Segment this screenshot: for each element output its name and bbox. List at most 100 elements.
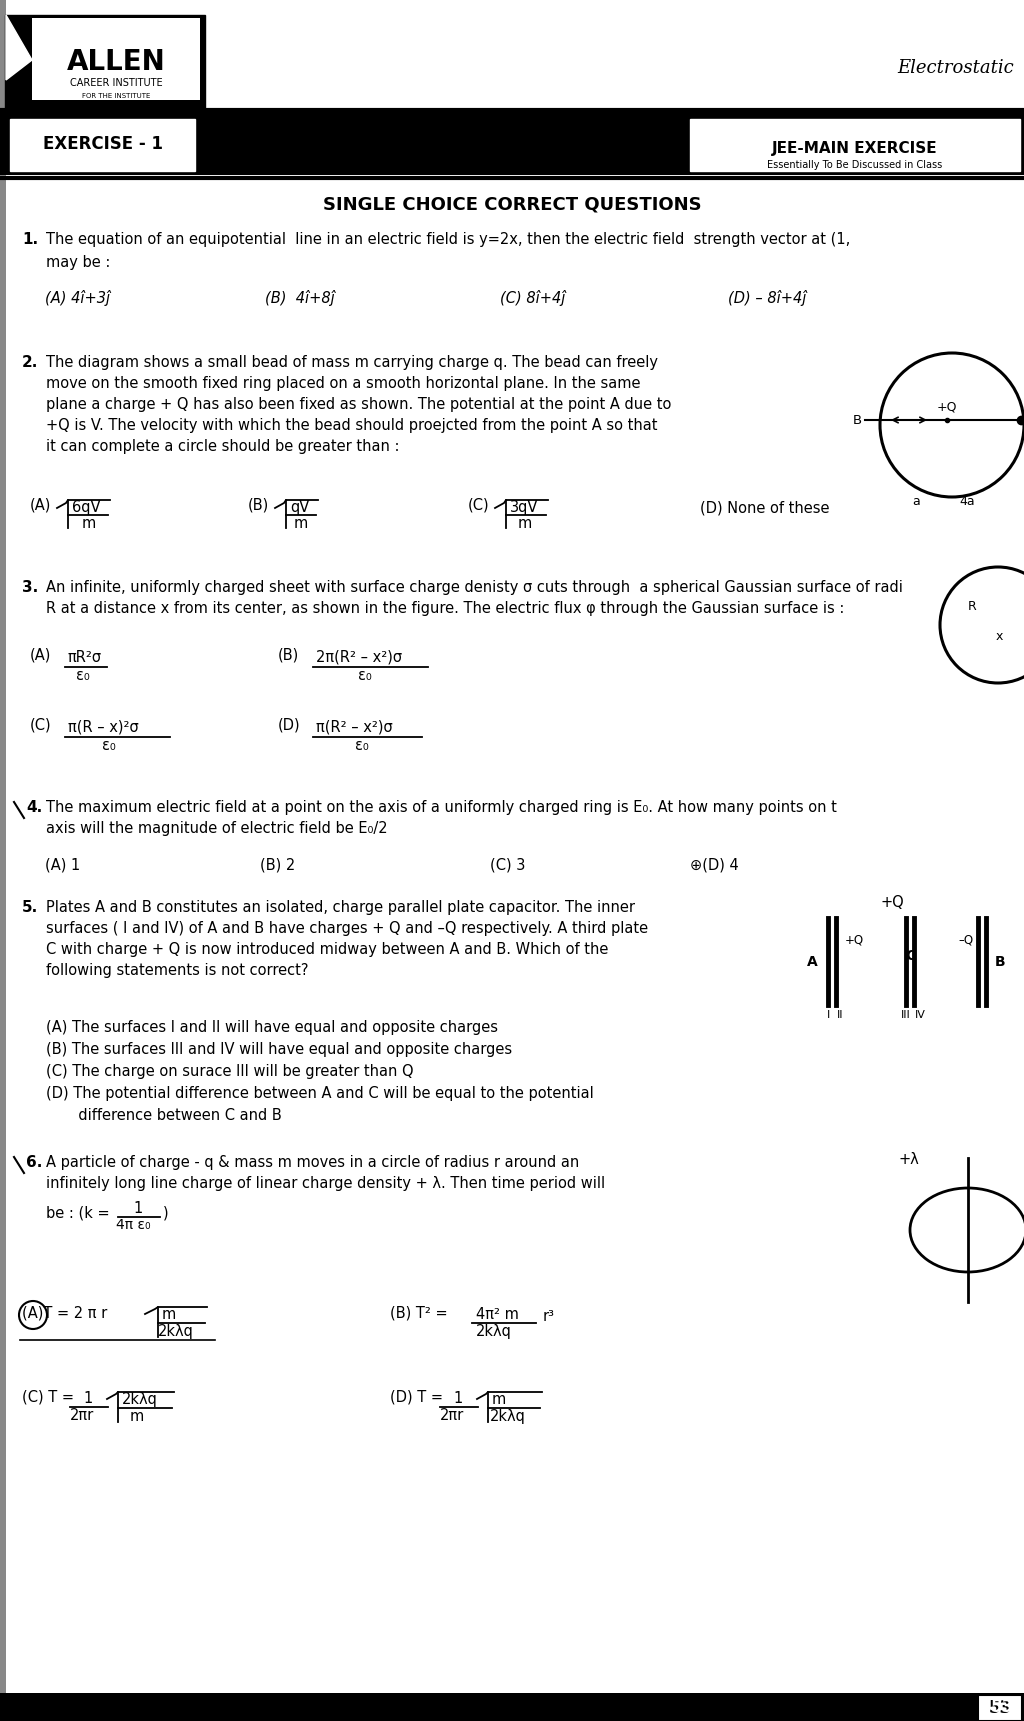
Text: x: x	[996, 630, 1004, 644]
Text: 4π ε₀: 4π ε₀	[116, 1218, 151, 1232]
Text: π(R² – x²)σ: π(R² – x²)σ	[316, 719, 393, 735]
Text: Electrostatic: Electrostatic	[897, 59, 1014, 77]
Text: 1: 1	[83, 1391, 92, 1406]
Text: (D): (D)	[278, 718, 301, 733]
Text: III: III	[901, 1010, 911, 1021]
Text: 5.: 5.	[22, 900, 38, 916]
Text: ALLEN: ALLEN	[67, 48, 165, 76]
Text: (A) The surfaces I and II will have equal and opposite charges: (A) The surfaces I and II will have equa…	[46, 1021, 498, 1034]
Text: 2πr: 2πr	[440, 1408, 464, 1423]
Text: II: II	[837, 1010, 843, 1021]
Text: The equation of an equipotential  line in an electric field is y=2x, then the el: The equation of an equipotential line in…	[46, 232, 850, 248]
Text: 3qV: 3qV	[510, 501, 539, 515]
Text: C with charge + Q is now introduced midway between A and B. Which of the: C with charge + Q is now introduced midw…	[46, 941, 608, 957]
Text: The diagram shows a small bead of mass m carrying charge q. The bead can freely: The diagram shows a small bead of mass m…	[46, 355, 658, 370]
Text: –Q: –Q	[958, 933, 973, 947]
Text: may be :: may be :	[46, 255, 111, 270]
Text: R: R	[968, 601, 976, 613]
Text: 2πr: 2πr	[70, 1408, 94, 1423]
Bar	[0, 0, 6, 1721]
Text: R at a distance x from its center, as shown in the figure. The electric flux φ t: R at a distance x from its center, as sh…	[46, 601, 845, 616]
Text: +Q is V. The velocity with which the bead should proejcted from the point A so t: +Q is V. The velocity with which the bea…	[46, 418, 657, 434]
Text: CAREER INSTITUTE: CAREER INSTITUTE	[70, 77, 163, 88]
Bar	[0, 1693, 1024, 1721]
Text: 2kλq: 2kλq	[476, 1323, 512, 1339]
Text: plane a charge + Q has also been fixed as shown. The potential at the point A du: plane a charge + Q has also been fixed a…	[46, 398, 672, 411]
Text: 2π(R² – x²)σ: 2π(R² – x²)σ	[316, 651, 402, 664]
Text: +Q: +Q	[880, 895, 904, 910]
Text: A: A	[807, 955, 817, 969]
Text: (C): (C)	[468, 497, 489, 513]
Text: (D) T =: (D) T =	[390, 1391, 443, 1404]
Polygon shape	[6, 15, 32, 79]
FancyBboxPatch shape	[32, 17, 200, 100]
Text: (B) The surfaces III and IV will have equal and opposite charges: (B) The surfaces III and IV will have eq…	[46, 1041, 512, 1057]
Text: 53: 53	[991, 1699, 1014, 1716]
Text: 2kλq: 2kλq	[158, 1323, 194, 1339]
Text: 6.: 6.	[26, 1155, 42, 1170]
Text: it can complete a circle should be greater than :: it can complete a circle should be great…	[46, 439, 399, 454]
Text: 2.: 2.	[22, 355, 38, 370]
Text: ε₀: ε₀	[76, 668, 90, 683]
Text: 1: 1	[454, 1391, 463, 1406]
Text: axis will the magnitude of electric field be E₀/2: axis will the magnitude of electric fiel…	[46, 821, 388, 836]
Text: a: a	[912, 496, 920, 508]
Text: JEE-MAIN EXERCISE: JEE-MAIN EXERCISE	[772, 141, 938, 155]
Text: I: I	[826, 1010, 829, 1021]
Text: ε₀: ε₀	[358, 668, 372, 683]
Text: ε₀: ε₀	[355, 738, 369, 754]
Text: +λ: +λ	[898, 1151, 919, 1167]
FancyBboxPatch shape	[10, 119, 195, 170]
Text: (D) None of these: (D) None of these	[700, 501, 829, 516]
Text: r³: r³	[543, 1310, 555, 1323]
Text: (B) T² =: (B) T² =	[390, 1305, 447, 1320]
Text: 4a: 4a	[959, 496, 975, 508]
Text: move on the smooth fixed ring placed on a smooth horizontal plane. In the same: move on the smooth fixed ring placed on …	[46, 375, 640, 391]
Text: m: m	[492, 1392, 506, 1408]
Text: π(R – x)²σ: π(R – x)²σ	[68, 719, 138, 735]
Text: 1.: 1.	[22, 232, 38, 248]
Text: (C) 3: (C) 3	[490, 859, 525, 873]
Text: The maximum electric field at a point on the axis of a uniformly charged ring is: The maximum electric field at a point on…	[46, 800, 837, 816]
Text: (B)  4î+8ĵ: (B) 4î+8ĵ	[265, 291, 335, 306]
Text: be : (k =: be : (k =	[46, 1205, 110, 1220]
Text: 4.: 4.	[26, 800, 42, 816]
Text: (C) The charge on surace III will be greater than Q: (C) The charge on surace III will be gre…	[46, 1064, 414, 1079]
Text: m: m	[162, 1306, 176, 1322]
Text: (B) 2: (B) 2	[260, 859, 295, 873]
Text: 1: 1	[133, 1201, 142, 1217]
Text: 4π² m: 4π² m	[476, 1306, 519, 1322]
Text: πR²σ: πR²σ	[68, 651, 102, 664]
Text: C: C	[905, 950, 915, 964]
Text: ⊕(D) 4: ⊕(D) 4	[690, 859, 738, 873]
Text: (C) 8î+4ĵ: (C) 8î+4ĵ	[500, 291, 565, 306]
Text: An infinite, uniformly charged sheet with surface charge denisty σ cuts through : An infinite, uniformly charged sheet wit…	[46, 580, 903, 595]
Text: infinitely long line charge of linear charge density + λ. Then time period will: infinitely long line charge of linear ch…	[46, 1175, 605, 1191]
Text: IV: IV	[914, 1010, 926, 1021]
Text: B: B	[853, 413, 862, 427]
Text: (A): (A)	[30, 497, 51, 513]
Text: (B): (B)	[248, 497, 269, 513]
Text: Plates A and B constitutes an isolated, charge parallel plate capacitor. The inn: Plates A and B constitutes an isolated, …	[46, 900, 635, 916]
Text: ε₀: ε₀	[102, 738, 116, 754]
Text: (A) 4î+3ĵ: (A) 4î+3ĵ	[45, 291, 111, 306]
Text: surfaces ( I and IV) of A and B have charges + Q and –Q respectively. A third pl: surfaces ( I and IV) of A and B have cha…	[46, 921, 648, 936]
Text: B: B	[994, 955, 1006, 969]
FancyBboxPatch shape	[5, 15, 205, 108]
Text: 53: 53	[988, 1699, 1012, 1718]
Text: difference between C and B: difference between C and B	[46, 1108, 282, 1124]
Text: (B): (B)	[278, 649, 299, 663]
Text: m: m	[518, 516, 532, 532]
Text: (D) The potential difference between A and C will be equal to the potential: (D) The potential difference between A a…	[46, 1086, 594, 1101]
Text: EXERCISE - 1: EXERCISE - 1	[43, 134, 163, 153]
Text: SINGLE CHOICE CORRECT QUESTIONS: SINGLE CHOICE CORRECT QUESTIONS	[323, 196, 701, 213]
Text: m: m	[294, 516, 308, 532]
Text: Essentially To Be Discussed in Class: Essentially To Be Discussed in Class	[767, 160, 943, 170]
Text: 3.: 3.	[22, 580, 38, 595]
Text: (D) – 8î+4ĵ: (D) – 8î+4ĵ	[728, 291, 806, 306]
Text: +Q: +Q	[845, 933, 864, 947]
Text: A particle of charge - q & mass m moves in a circle of radius r around an: A particle of charge - q & mass m moves …	[46, 1155, 580, 1170]
Text: 2kλq: 2kλq	[490, 1409, 526, 1423]
Text: qV: qV	[290, 501, 309, 515]
Text: +Q: +Q	[937, 401, 957, 413]
